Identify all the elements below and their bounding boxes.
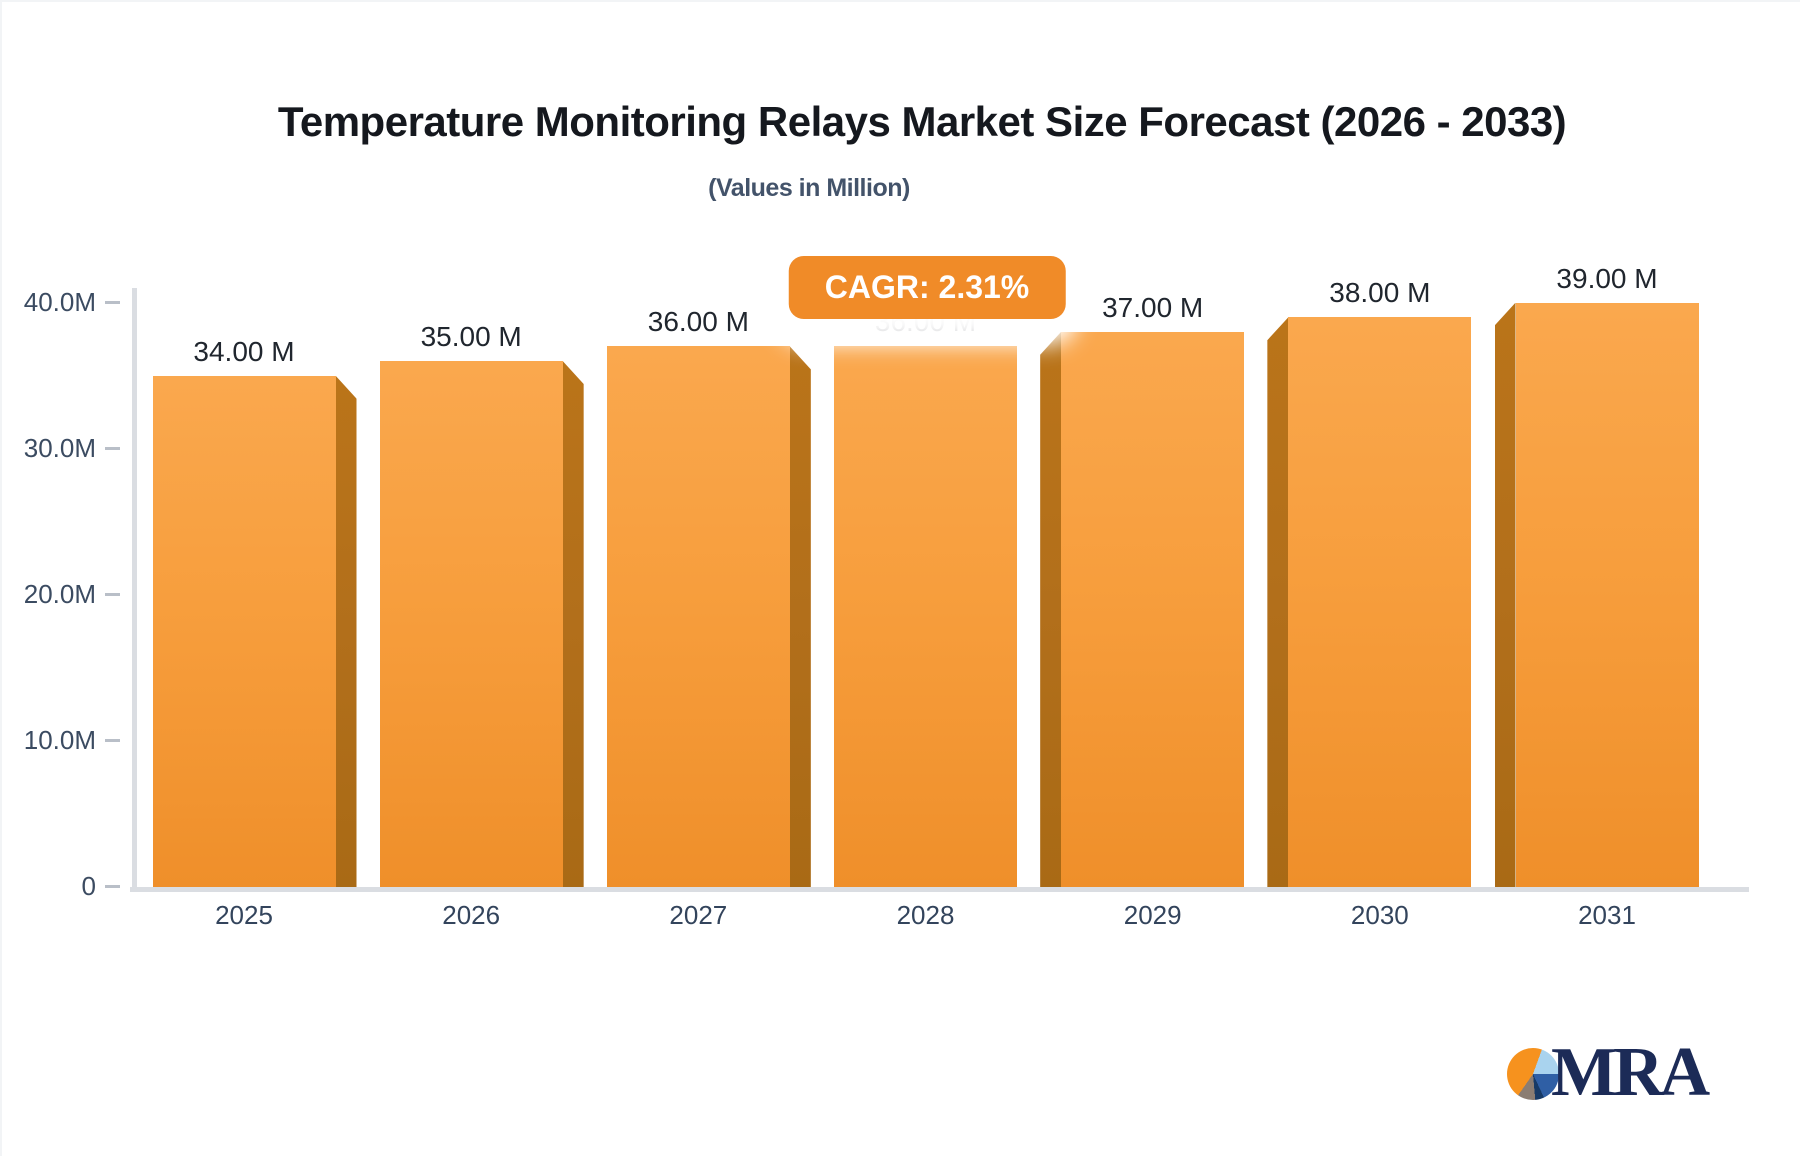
y-axis-tick-label: 20.0M bbox=[23, 579, 96, 609]
bar-2029[interactable] bbox=[1061, 331, 1245, 887]
x-axis-line bbox=[130, 887, 1749, 892]
y-axis-tick-mark bbox=[105, 739, 120, 742]
bar-2026[interactable] bbox=[379, 361, 563, 887]
bar-side-face bbox=[562, 361, 584, 887]
bar-2027[interactable] bbox=[606, 346, 790, 887]
y-axis-tick-label: 0 bbox=[81, 871, 96, 901]
bar-side-face bbox=[1494, 302, 1516, 887]
x-axis-label-2028: 2028 bbox=[896, 900, 955, 930]
bar-value-label: 34.00 M bbox=[193, 335, 295, 367]
y-axis-tick-label: 30.0M bbox=[23, 433, 96, 463]
chart-title: Temperature Monitoring Relays Market Siz… bbox=[277, 98, 1567, 145]
y-axis-tick-mark bbox=[105, 301, 120, 304]
logo-text: MRA bbox=[1551, 1034, 1710, 1111]
bar-side-face bbox=[1040, 331, 1062, 887]
cagr-badge: CAGR: 2.31% bbox=[788, 256, 1066, 319]
y-axis-tick-mark bbox=[105, 593, 120, 596]
x-axis-label-2031: 2031 bbox=[1578, 900, 1636, 930]
bar-value-label: 38.00 M bbox=[1329, 277, 1431, 309]
bar-2025[interactable] bbox=[152, 375, 336, 887]
bar-2031[interactable] bbox=[1515, 302, 1699, 887]
bar-value-label: 39.00 M bbox=[1556, 262, 1658, 294]
bar-value-label: 35.00 M bbox=[420, 321, 522, 352]
y-axis-tick-mark bbox=[105, 447, 120, 450]
bar-value-label: 37.00 M bbox=[1102, 291, 1204, 323]
y-axis-tick-mark bbox=[105, 885, 120, 888]
x-axis-label-2025: 2025 bbox=[215, 900, 273, 930]
y-axis-tick-label: 10.0M bbox=[23, 725, 96, 755]
x-axis-label-2029: 2029 bbox=[1123, 900, 1182, 930]
pie-chart-logo-icon bbox=[1507, 1048, 1559, 1100]
chart-subtitle: (Values in Million) bbox=[708, 174, 910, 202]
y-axis-tick-label: 40.0M bbox=[23, 287, 96, 317]
x-axis-label-2027: 2027 bbox=[669, 900, 728, 930]
bar-side-face bbox=[1267, 317, 1289, 887]
bar-side-face bbox=[789, 346, 811, 887]
bar-2030[interactable] bbox=[1288, 317, 1472, 887]
bar-2028[interactable] bbox=[834, 346, 1017, 887]
x-axis-label-2026: 2026 bbox=[442, 900, 501, 930]
x-axis-label-2030: 2030 bbox=[1350, 900, 1409, 930]
bar-value-label: 36.00 M bbox=[647, 306, 749, 338]
bar-side-face bbox=[335, 375, 357, 887]
mra-logo: MRA bbox=[1507, 1034, 1767, 1112]
y-axis-line bbox=[132, 288, 137, 892]
